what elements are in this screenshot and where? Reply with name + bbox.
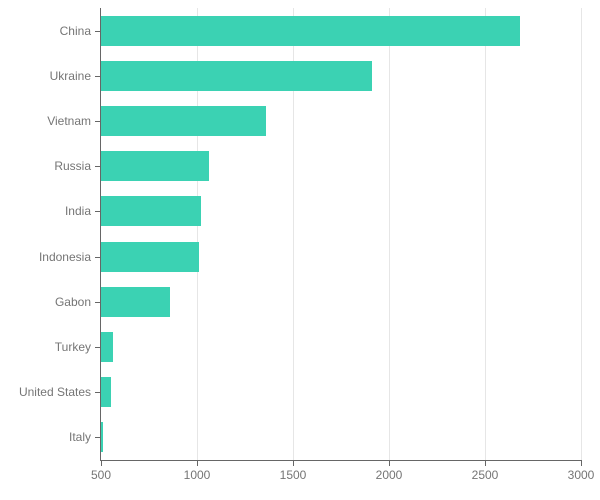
horizontal-bar-chart: 500 1000 1500 2000 2500 3000 China Ukraine Vietn…: [0, 0, 600, 500]
y-axis-label: Ukraine: [50, 69, 91, 83]
y-axis-label: China: [60, 24, 91, 38]
y-axis-label: United States: [19, 385, 91, 399]
gridline: [485, 8, 486, 460]
y-axis-label: Gabon: [55, 295, 91, 309]
y-tick: [95, 347, 101, 348]
x-tick: [197, 460, 198, 466]
y-axis-label: India: [65, 204, 91, 218]
bar: [101, 106, 266, 136]
x-axis-label: 2500: [472, 468, 499, 482]
y-tick: [95, 392, 101, 393]
x-tick: [581, 460, 582, 466]
x-axis-label: 1000: [184, 468, 211, 482]
y-tick: [95, 121, 101, 122]
y-tick: [95, 302, 101, 303]
y-axis-label: Italy: [69, 430, 91, 444]
bar: [101, 151, 209, 181]
x-tick: [389, 460, 390, 466]
x-tick: [101, 460, 102, 466]
plot-area: 50010001500200025003000ChinaUkraineVietn…: [100, 8, 581, 461]
y-tick: [95, 257, 101, 258]
y-tick: [95, 31, 101, 32]
bar: [101, 196, 201, 226]
x-tick: [485, 460, 486, 466]
bar: [101, 242, 199, 272]
bar: [101, 422, 103, 452]
gridline: [581, 8, 582, 460]
y-axis-label: Turkey: [55, 340, 91, 354]
y-axis-label: Russia: [54, 159, 91, 173]
y-axis-label: Vietnam: [47, 114, 91, 128]
bar: [101, 287, 170, 317]
bar: [101, 16, 520, 46]
y-tick: [95, 166, 101, 167]
x-axis-label: 2000: [376, 468, 403, 482]
x-tick: [293, 460, 294, 466]
bar: [101, 332, 113, 362]
y-tick: [95, 76, 101, 77]
y-axis-label: Indonesia: [39, 250, 91, 264]
bar: [101, 61, 372, 91]
gridline: [389, 8, 390, 460]
y-tick: [95, 211, 101, 212]
x-axis-label: 1500: [280, 468, 307, 482]
x-axis-label: 3000: [568, 468, 595, 482]
bar: [101, 377, 111, 407]
y-tick: [95, 437, 101, 438]
x-axis-label: 500: [91, 468, 111, 482]
